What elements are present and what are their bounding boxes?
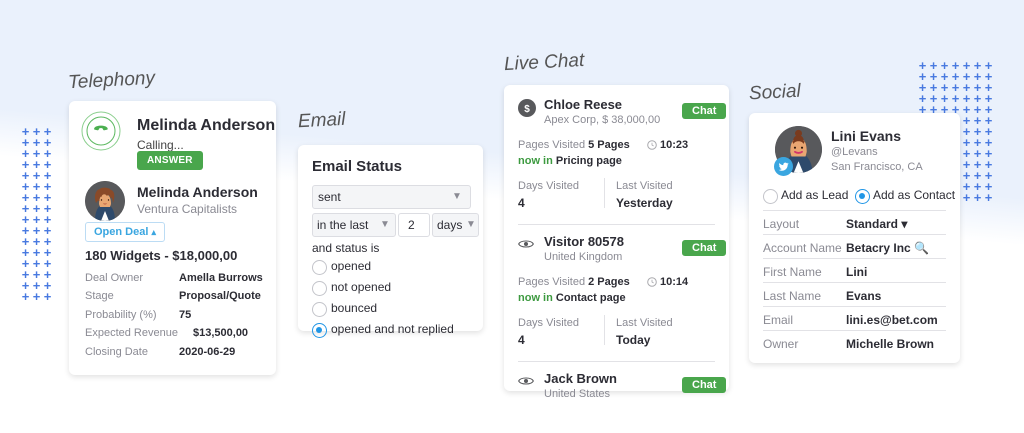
svg-text:$: $ — [524, 104, 530, 115]
